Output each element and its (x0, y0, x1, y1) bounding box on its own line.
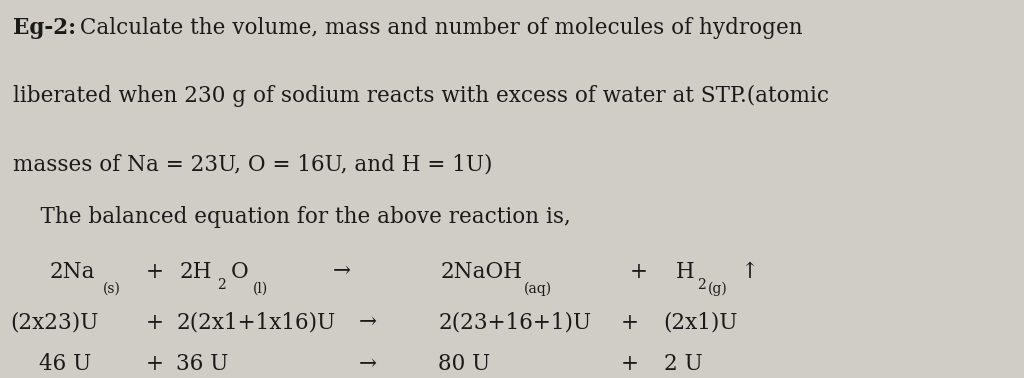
Text: 80 U: 80 U (438, 353, 490, 375)
Text: →: → (358, 312, 377, 334)
Text: (2x23)U: (2x23)U (10, 312, 98, 334)
Text: 2H: 2H (179, 261, 212, 283)
Text: The balanced equation for the above reaction is,: The balanced equation for the above reac… (13, 206, 571, 228)
Text: (s): (s) (102, 282, 120, 296)
Text: +: + (145, 312, 164, 334)
Text: Eg-2:: Eg-2: (13, 17, 77, 39)
Text: 46 U: 46 U (39, 353, 91, 375)
Text: ↑: ↑ (740, 261, 759, 283)
Text: (2x1)U: (2x1)U (664, 312, 738, 334)
Text: 2NaOH: 2NaOH (440, 261, 522, 283)
Text: liberated when 230 g of sodium reacts with excess of water at STP.(atomic: liberated when 230 g of sodium reacts wi… (13, 85, 829, 107)
Text: O: O (230, 261, 248, 283)
Text: 2: 2 (217, 279, 226, 293)
Text: +: + (145, 353, 164, 375)
Text: masses of Na = 23U, O = 16U, and H = 1U): masses of Na = 23U, O = 16U, and H = 1U) (13, 153, 493, 175)
Text: 2Na: 2Na (49, 261, 94, 283)
Text: Calculate the volume, mass and number of molecules of hydrogen: Calculate the volume, mass and number of… (73, 17, 803, 39)
Text: 2 U: 2 U (664, 353, 702, 375)
Text: →: → (333, 261, 351, 283)
Text: +: + (621, 353, 639, 375)
Text: (l): (l) (253, 282, 268, 296)
Text: 36 U: 36 U (176, 353, 228, 375)
Text: 2: 2 (697, 279, 707, 293)
Text: +: + (621, 312, 639, 334)
Text: +: + (630, 261, 648, 283)
Text: +: + (145, 261, 164, 283)
Text: →: → (358, 353, 377, 375)
Text: (aq): (aq) (524, 282, 552, 296)
Text: 2(2x1+1x16)U: 2(2x1+1x16)U (176, 312, 336, 334)
Text: (g): (g) (708, 282, 727, 296)
Text: 2(23+16+1)U: 2(23+16+1)U (438, 312, 592, 334)
Text: H: H (676, 261, 694, 283)
